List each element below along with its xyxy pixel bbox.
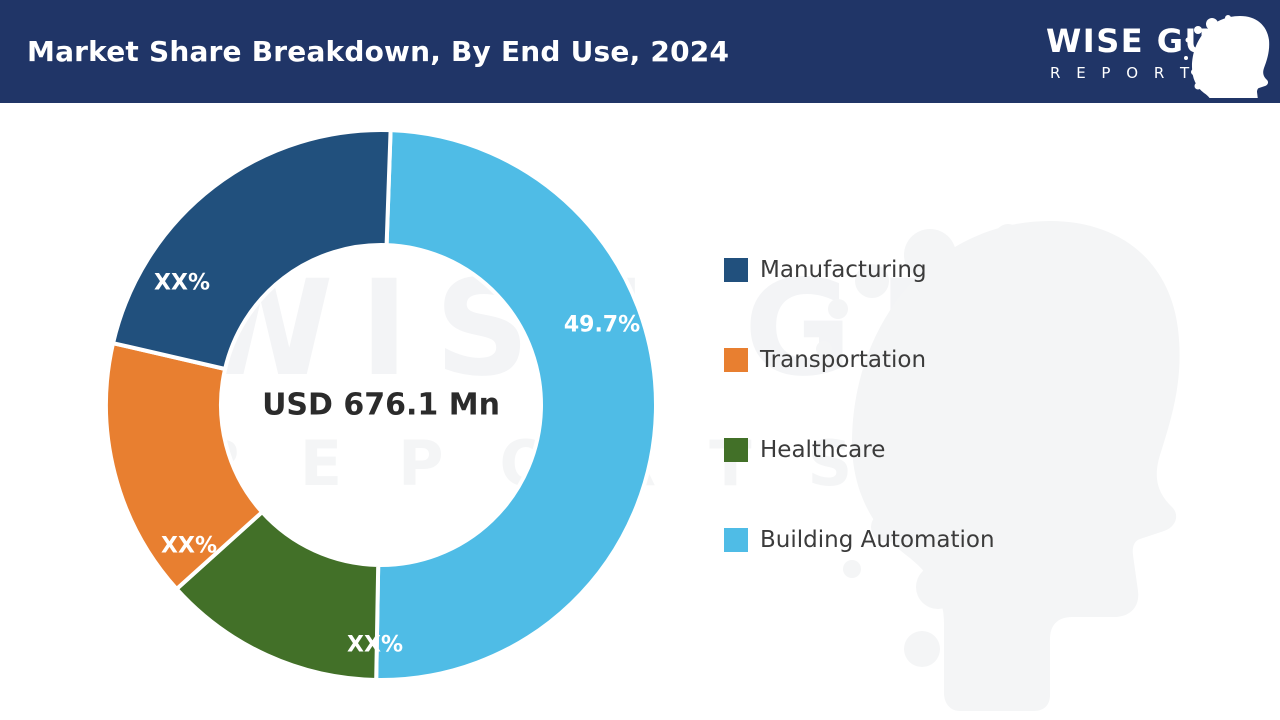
slice-label-building-automation: 49.7% — [563, 312, 641, 338]
donut-slice-transportation[interactable] — [104, 340, 265, 592]
logo-head-icon — [1184, 15, 1270, 98]
donut-center-label: USD 676.1 Mn — [262, 387, 500, 423]
legend-item-building-automation[interactable]: Building Automation — [724, 525, 1144, 555]
donut-chart: USD 676.1 Mn 49.7% XX% XX% XX% — [0, 103, 700, 720]
legend-item-label: Transportation — [760, 347, 927, 373]
legend-item-manufacturing[interactable]: Manufacturing — [724, 255, 1144, 285]
logo-wordmark-secondary: R E P O R T S — [1050, 64, 1220, 82]
legend-item-label: Building Automation — [760, 527, 995, 553]
legend-swatch-icon — [724, 258, 748, 282]
legend-swatch-icon — [724, 438, 748, 462]
donut-slice-building-automation[interactable] — [374, 128, 658, 682]
donut-slice-manufacturing[interactable] — [110, 128, 393, 372]
slice-label-transportation: XX% — [161, 533, 217, 559]
legend-swatch-icon — [724, 348, 748, 372]
donut-chart-svg — [104, 128, 658, 682]
legend-item-label: Manufacturing — [760, 257, 927, 283]
legend-swatch-icon — [724, 528, 748, 552]
slice-label-healthcare: XX% — [347, 632, 403, 658]
legend-item-label: Healthcare — [760, 437, 886, 463]
slice-label-manufacturing: XX% — [154, 270, 210, 296]
header-bar: Market Share Breakdown, By End Use, 2024… — [0, 0, 1280, 103]
page-title: Market Share Breakdown, By End Use, 2024 — [27, 35, 730, 68]
legend-item-transportation[interactable]: Transportation — [724, 345, 1144, 375]
legend-item-healthcare[interactable]: Healthcare — [724, 435, 1144, 465]
wise-guy-reports-logo: WISE GUY R E P O R T S — [1042, 6, 1272, 98]
chart-legend: Manufacturing Transportation Healthcare … — [724, 255, 1144, 555]
